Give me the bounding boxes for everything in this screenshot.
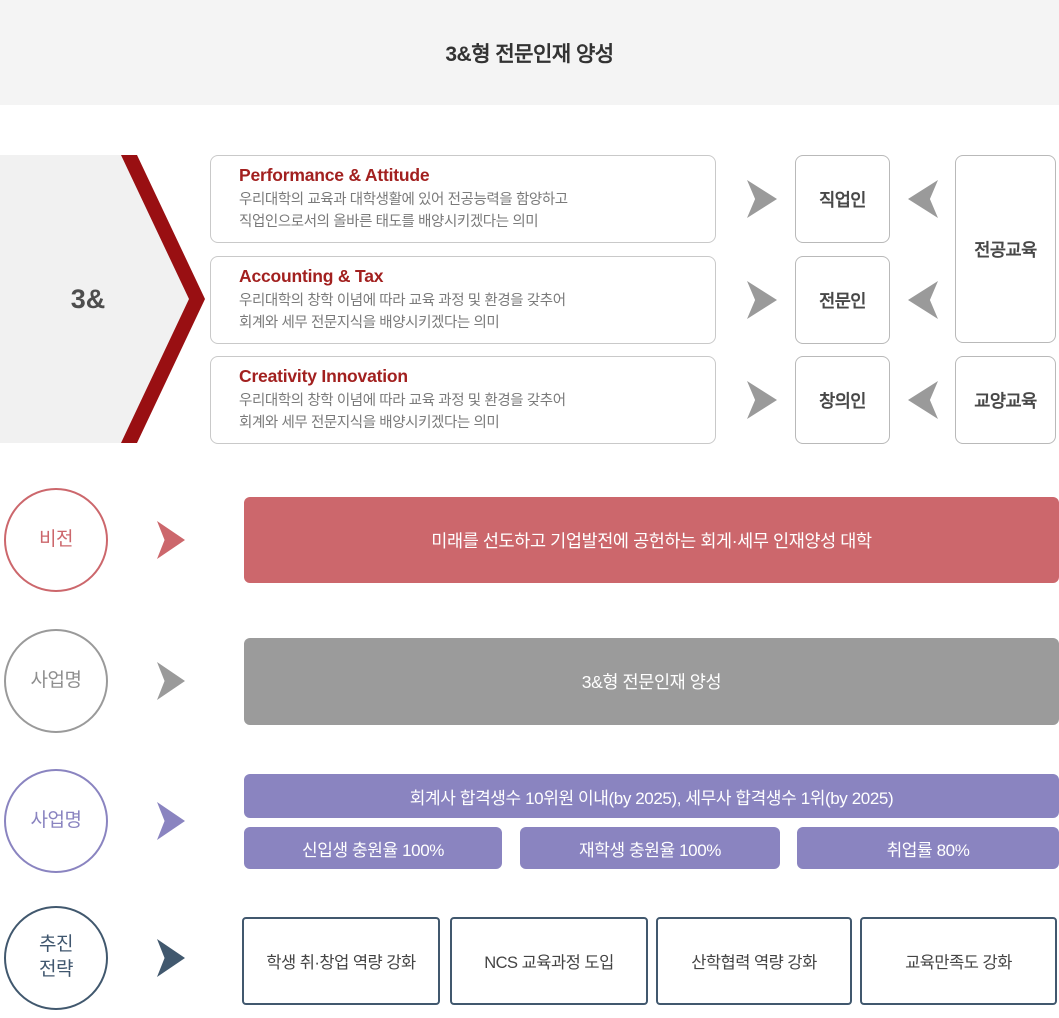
metric-box: 재학생 충원율 100% bbox=[520, 827, 780, 869]
model-item-card: Creativity Innovation 우리대학의 창학 이념에 따라 교육… bbox=[210, 356, 716, 444]
outcome-box: 직업인 bbox=[795, 155, 890, 243]
metric-box: 신입생 충원율 100% bbox=[244, 827, 502, 869]
business-goal-circle: 사업명 bbox=[4, 769, 108, 873]
arrow-right-icon bbox=[747, 381, 777, 419]
business-goal-circle-label: 사업명 bbox=[30, 809, 82, 831]
strategy-box: NCS 교육과정 도입 bbox=[450, 917, 648, 1005]
3-and-chevron-shape bbox=[0, 155, 205, 443]
arrow-left-icon bbox=[908, 180, 938, 218]
education-box-liberal: 교양교육 bbox=[955, 356, 1056, 444]
business-name-circle-label: 사업명 bbox=[30, 669, 82, 691]
metric-box: 취업률 80% bbox=[797, 827, 1059, 869]
chevron-gray-panel bbox=[0, 155, 197, 443]
page-title: 3&형 전문인재 양성 bbox=[445, 42, 614, 66]
model-item-title: Performance & Attitude bbox=[239, 164, 430, 185]
vision-bar: 미래를 선도하고 기업발전에 공헌하는 회게·세무 인재양성 대학 bbox=[244, 497, 1059, 583]
header-band: 3&형 전문인재 양성 bbox=[0, 0, 1059, 105]
arrow-left-icon bbox=[908, 381, 938, 419]
outcome-box: 창의인 bbox=[795, 356, 890, 444]
model-item-line2: 회계와 세무 전문지식을 배양시키겠다는 의미 bbox=[239, 414, 500, 431]
strategy-circle: 추진 전략 bbox=[4, 906, 108, 1010]
strategy-box: 산학협력 역량 강화 bbox=[656, 917, 852, 1005]
model-item-card: Accounting & Tax 우리대학의 창학 이념에 따라 교육 과정 및… bbox=[210, 256, 716, 344]
arrow-right-icon bbox=[747, 180, 777, 218]
arrow-right-icon bbox=[747, 281, 777, 319]
strategy-circle-label-line1: 추진 bbox=[39, 934, 73, 956]
arrow-left-icon bbox=[908, 281, 938, 319]
model-item-line2: 회계와 세무 전문지식을 배양시키겠다는 의미 bbox=[239, 314, 500, 331]
vision-circle-label: 비전 bbox=[39, 528, 73, 550]
business-name-circle: 사업명 bbox=[4, 629, 108, 733]
model-item-line2: 직업인으로서의 올바른 태도를 배양시키겠다는 의미 bbox=[239, 213, 539, 230]
model-label-3and: 3& bbox=[70, 283, 106, 314]
arrow-right-icon bbox=[157, 521, 185, 559]
outcome-box: 전문인 bbox=[795, 256, 890, 344]
strategy-box: 학생 취·창업 역량 강화 bbox=[242, 917, 440, 1005]
model-item-title: Creativity Innovation bbox=[239, 365, 408, 386]
strategy-box: 교육만족도 강화 bbox=[860, 917, 1057, 1005]
model-item-card: Performance & Attitude 우리대학의 교육과 대학생활에 있… bbox=[210, 155, 716, 243]
arrow-right-icon bbox=[157, 662, 185, 700]
business-name-bar: 3&형 전문인재 양성 bbox=[244, 638, 1059, 725]
strategy-circle-label-line2: 전략 bbox=[39, 959, 73, 980]
education-box-major: 전공교육 bbox=[955, 155, 1056, 343]
arrow-right-icon bbox=[157, 802, 185, 840]
model-item-line1: 우리대학의 창학 이념에 따라 교육 과정 및 환경을 갖추어 bbox=[239, 392, 566, 409]
business-goal-bar: 회계사 합격생수 10위원 이내(by 2025), 세무사 합격생수 1위(b… bbox=[244, 774, 1059, 818]
model-item-line1: 우리대학의 창학 이념에 따라 교육 과정 및 환경을 갖추어 bbox=[239, 292, 566, 309]
model-item-line1: 우리대학의 교육과 대학생활에 있어 전공능력을 함양하고 bbox=[239, 191, 568, 208]
vision-circle: 비전 bbox=[4, 488, 108, 592]
chevron-red-band bbox=[121, 155, 205, 443]
model-item-title: Accounting & Tax bbox=[239, 265, 384, 286]
arrow-right-icon bbox=[157, 939, 185, 977]
